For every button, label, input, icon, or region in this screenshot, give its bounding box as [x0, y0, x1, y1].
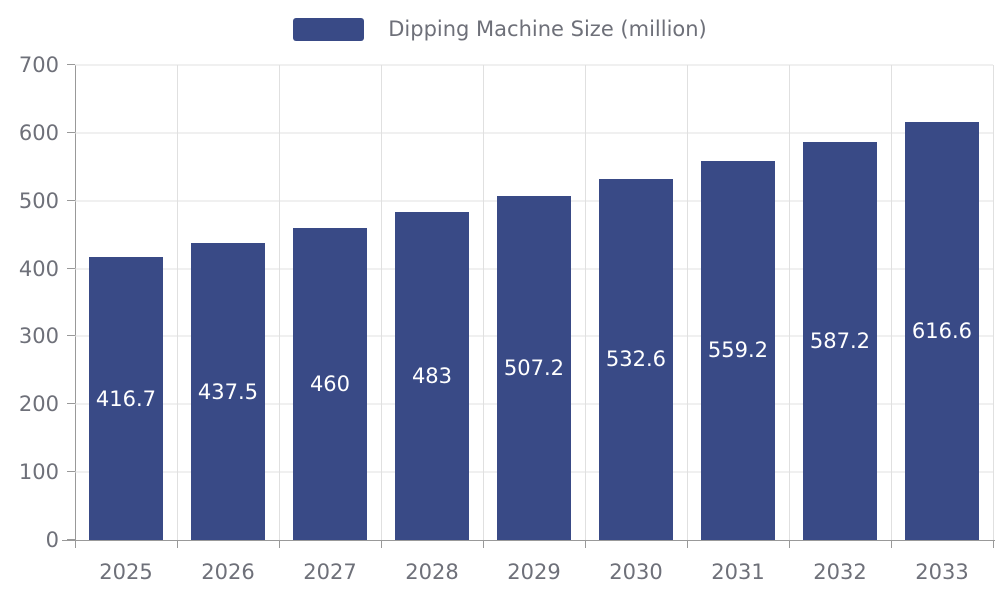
gridline-horizontal — [75, 132, 993, 134]
bar-value-label: 483 — [411, 364, 453, 389]
plot-area: 416.7 437.5 460 483 507.2 532.6 559.2 587.2 616.… — [75, 64, 994, 540]
bar-2032: 587.2 — [802, 141, 878, 540]
y-axis-tick — [67, 199, 75, 201]
x-axis-tick — [585, 540, 586, 548]
bar-value-label: 416.7 — [95, 386, 157, 411]
bar-value-label: 616.6 — [911, 318, 973, 343]
bar-2027: 460 — [292, 227, 368, 540]
y-axis-tick — [67, 403, 75, 405]
bar-2031: 559.2 — [700, 160, 776, 540]
x-axis-tick — [177, 540, 178, 548]
gridline-vertical — [483, 65, 484, 540]
bar-value-label: 507.2 — [503, 355, 565, 380]
x-axis-category-label: 2029 — [507, 560, 561, 584]
x-axis-category-label: 2025 — [99, 560, 153, 584]
x-axis-category-label: 2032 — [813, 560, 867, 584]
bar-2028: 483 — [394, 212, 470, 540]
y-axis-tick — [67, 335, 75, 337]
bar-2025: 416.7 — [88, 257, 164, 540]
gridline-vertical — [585, 65, 586, 540]
x-axis-tick — [891, 540, 892, 548]
y-axis-tick — [67, 539, 75, 540]
bar-2026: 437.5 — [190, 243, 266, 540]
legend-label: Dipping Machine Size (million) — [388, 17, 707, 41]
legend: Dipping Machine Size (million) — [0, 17, 1000, 41]
y-axis-tick — [67, 64, 75, 65]
x-axis-category-label: 2028 — [405, 560, 459, 584]
x-axis-tick — [380, 540, 382, 548]
bar-2029: 507.2 — [496, 195, 572, 540]
bar-value-label: 587.2 — [809, 328, 871, 353]
x-axis-tick — [789, 540, 790, 548]
x-axis-category-label: 2031 — [711, 560, 765, 584]
gridline-vertical — [279, 65, 280, 540]
x-axis-tick — [279, 540, 280, 548]
x-axis-line — [62, 540, 995, 541]
gridline-vertical — [177, 65, 178, 540]
bar-2033: 616.6 — [904, 121, 980, 540]
x-axis-tick — [686, 540, 688, 548]
y-axis-tick — [67, 131, 75, 133]
bar-2030: 532.6 — [598, 178, 674, 540]
x-axis-category-label: 2026 — [201, 560, 255, 584]
x-axis: 2025 2026 2027 2028 2029 2030 2031 2032 2033 — [75, 540, 994, 600]
bar-value-label: 437.5 — [197, 379, 259, 404]
y-axis-tick-label: 100 — [18, 460, 59, 485]
legend-item[interactable]: Dipping Machine Size (million) — [293, 17, 707, 41]
x-axis-tick — [483, 540, 484, 548]
gridline-horizontal — [75, 64, 993, 66]
bar-value-label: 460 — [309, 371, 351, 396]
y-axis-tick-label: 200 — [18, 392, 59, 417]
gridline-vertical — [380, 65, 382, 540]
bar-value-label: 532.6 — [605, 347, 667, 372]
y-axis-tick — [67, 471, 75, 473]
x-axis-tick — [75, 540, 76, 548]
y-axis-tick-label: 500 — [18, 188, 59, 213]
gridline-vertical — [686, 65, 688, 540]
x-axis-category-label: 2033 — [915, 560, 969, 584]
x-axis-category-label: 2030 — [609, 560, 663, 584]
gridline-vertical — [993, 65, 994, 540]
y-axis-tick-label: 0 — [45, 528, 59, 552]
x-axis-category-label: 2027 — [303, 560, 357, 584]
y-axis-line — [75, 65, 76, 540]
y-axis-tick-label: 300 — [18, 324, 59, 349]
gridline-vertical — [891, 65, 892, 540]
legend-swatch-icon — [293, 17, 365, 41]
y-axis-tick-label: 400 — [18, 256, 59, 281]
x-axis-tick — [993, 540, 994, 548]
y-axis-tick-label: 700 — [18, 53, 59, 77]
bar-value-label: 559.2 — [707, 338, 769, 363]
gridline-vertical — [789, 65, 790, 540]
y-axis: 0 100 200 300 400 500 600 700 — [0, 53, 75, 552]
y-axis-tick — [67, 267, 75, 269]
y-axis-tick-label: 600 — [18, 120, 59, 145]
